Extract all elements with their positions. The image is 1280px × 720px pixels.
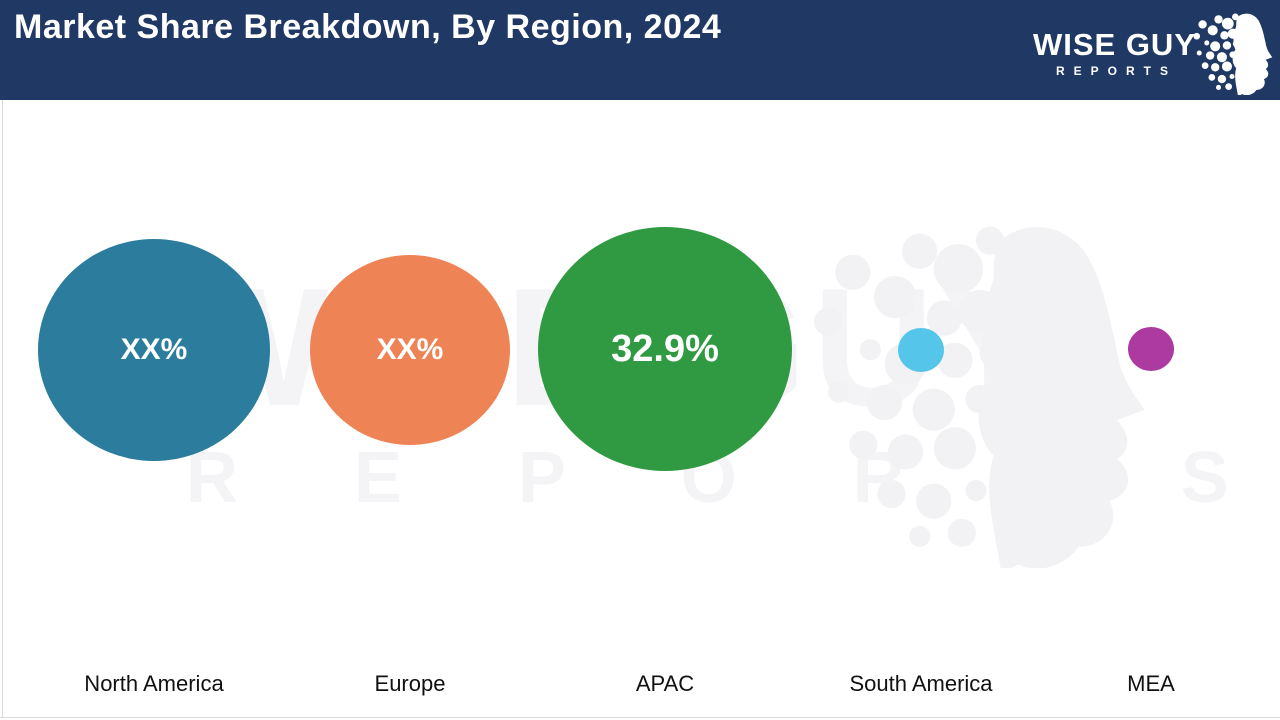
category-label-south-america: South America (849, 671, 993, 696)
brand-name: WISE GUY (1032, 27, 1196, 62)
watermark-head-icon (778, 216, 1174, 568)
category-label-north-america: North America (84, 671, 224, 696)
x-axis-line (0, 717, 1280, 718)
bubble-europe: XX% (310, 255, 510, 445)
brand-logo-text: WISE GUY REPORTS (1032, 27, 1196, 79)
brand-head-icon (1190, 10, 1274, 96)
bubble-north-america: XX% (38, 239, 270, 461)
brand-logo: WISE GUY REPORTS (1033, 10, 1274, 96)
bubble-value-north-america: XX% (120, 333, 188, 366)
category-label-apac: APAC (635, 671, 695, 696)
header-banner: Market Share Breakdown, By Region, 2024 … (0, 0, 1280, 100)
page-title: Market Share Breakdown, By Region, 2024 (14, 8, 722, 46)
brand-subtitle: REPORTS (1055, 64, 1177, 78)
bubble-apac: 32.9% (538, 227, 792, 471)
bubble-value-europe: XX% (376, 333, 444, 366)
category-label-europe: Europe (374, 671, 446, 696)
bubble-mea (1128, 327, 1174, 371)
bubble-value-apac: 32.9% (611, 327, 719, 370)
bubble-south-america (898, 328, 944, 372)
y-axis-line (2, 100, 3, 717)
category-label-mea: MEA (1127, 671, 1175, 696)
